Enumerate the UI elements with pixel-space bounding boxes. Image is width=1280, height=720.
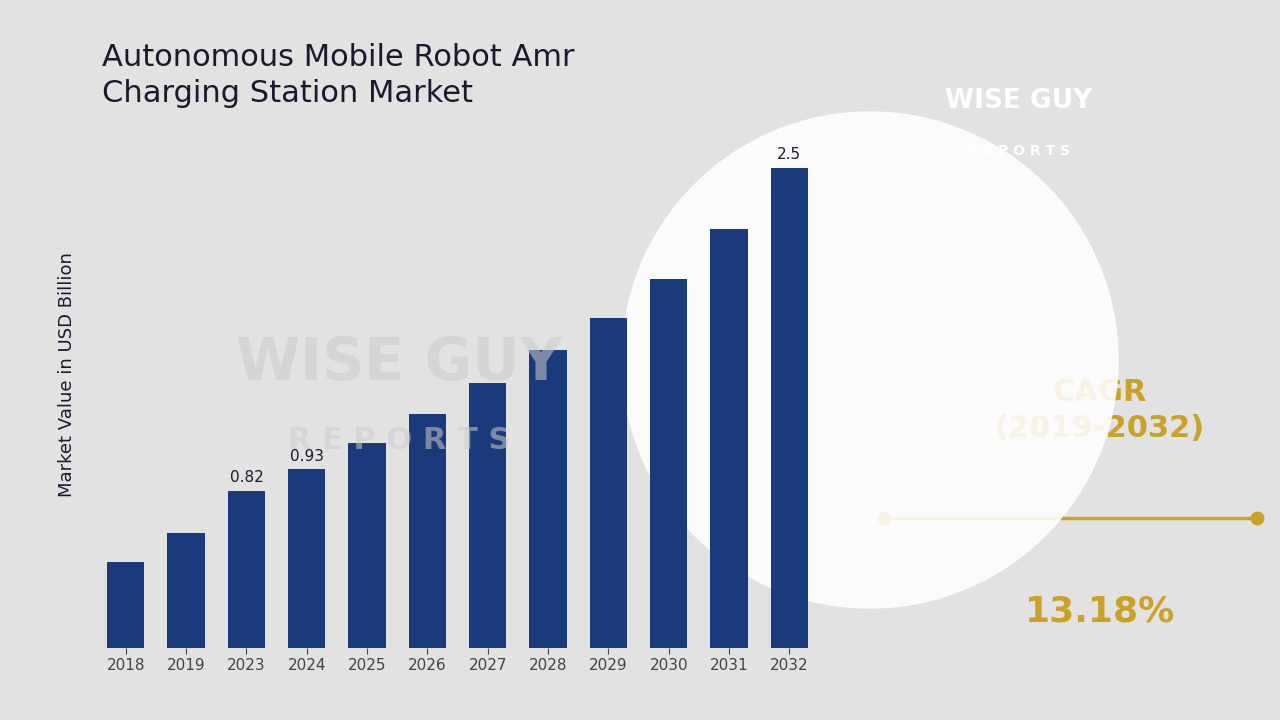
Bar: [530, 351, 567, 648]
Text: 2.5: 2.5: [777, 148, 801, 162]
Text: Autonomous Mobile Robot Amr
Charging Station Market: Autonomous Mobile Robot Amr Charging Sta…: [102, 43, 575, 108]
Circle shape: [622, 112, 1117, 608]
Text: 13.18%: 13.18%: [1025, 595, 1175, 629]
Bar: [650, 279, 687, 648]
Bar: [288, 469, 325, 648]
Bar: [771, 168, 808, 648]
Text: 0.82: 0.82: [229, 470, 264, 485]
Bar: [108, 562, 145, 648]
Y-axis label: Market Value in USD Billion: Market Value in USD Billion: [58, 252, 76, 497]
Text: WISE GUY: WISE GUY: [945, 88, 1092, 114]
Bar: [408, 414, 447, 648]
Bar: [168, 533, 205, 648]
Text: R E P O R T S: R E P O R T S: [288, 426, 509, 454]
Bar: [228, 490, 265, 648]
Bar: [590, 318, 627, 648]
Text: WISE GUY: WISE GUY: [236, 335, 562, 392]
Text: R E P O R T S: R E P O R T S: [968, 144, 1070, 158]
Bar: [468, 383, 507, 648]
Text: CAGR
(2019-2032): CAGR (2019-2032): [995, 378, 1204, 443]
Bar: [710, 230, 748, 648]
Text: 0.93: 0.93: [289, 449, 324, 464]
Bar: [348, 443, 385, 648]
